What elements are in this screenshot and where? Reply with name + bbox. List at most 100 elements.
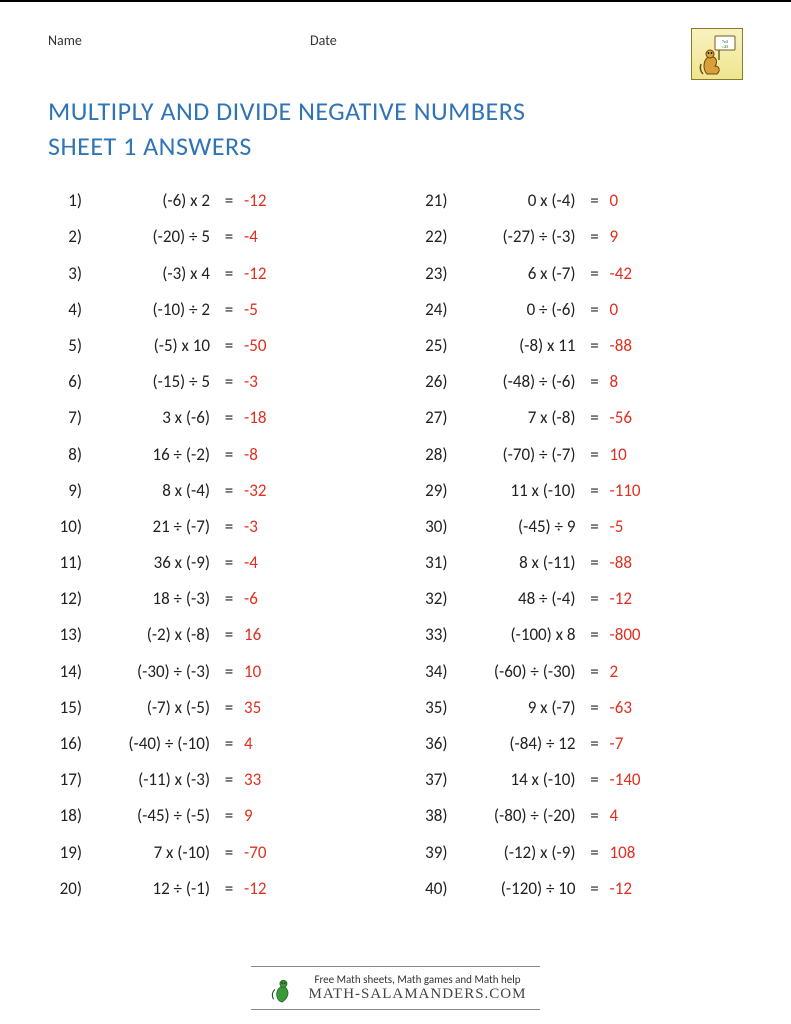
problem-row: 36)(-84) ÷ 12=-7	[414, 733, 744, 769]
problem-number: 28)	[414, 444, 454, 465]
salamander-logo-icon: 7x5 =35	[691, 28, 743, 80]
problems-column-right: 21)0 x (-4)=022)(-27) ÷ (-3)=923)6 x (-7…	[414, 190, 744, 914]
problem-answer: -6	[240, 588, 286, 609]
problem-row: 30)(-45) ÷ 9=-5	[414, 516, 744, 552]
equals-sign: =	[218, 733, 240, 754]
equals-sign: =	[218, 769, 240, 790]
problem-number: 8)	[48, 444, 88, 465]
equals-sign: =	[584, 733, 606, 754]
equals-sign: =	[584, 407, 606, 428]
problem-answer: 0	[606, 299, 652, 320]
problem-answer: 16	[240, 624, 286, 645]
problem-expression: (-15) ÷ 5	[88, 371, 218, 392]
equals-sign: =	[584, 552, 606, 573]
equals-sign: =	[584, 697, 606, 718]
equals-sign: =	[218, 480, 240, 501]
problem-row: 23)6 x (-7)=-42	[414, 263, 744, 299]
equals-sign: =	[584, 878, 606, 899]
problem-row: 24)0 ÷ (-6)=0	[414, 299, 744, 335]
problem-answer: -7	[606, 733, 652, 754]
problem-expression: 6 x (-7)	[454, 263, 584, 284]
footer-salamander-icon	[265, 971, 299, 1005]
problem-number: 7)	[48, 407, 88, 428]
equals-sign: =	[584, 769, 606, 790]
problem-row: 16)(-40) ÷ (-10)=4	[48, 733, 378, 769]
problem-number: 21)	[414, 190, 454, 211]
problem-answer: 9	[606, 226, 652, 247]
equals-sign: =	[584, 371, 606, 392]
problem-number: 36)	[414, 733, 454, 754]
problem-expression: (-30) ÷ (-3)	[88, 661, 218, 682]
footer-text: Free Math sheets, Math games and Math he…	[309, 973, 527, 1003]
problem-expression: (-45) ÷ 9	[454, 516, 584, 537]
problem-number: 16)	[48, 733, 88, 754]
problem-expression: (-27) ÷ (-3)	[454, 226, 584, 247]
problem-row: 5)(-5) x 10=-50	[48, 335, 378, 371]
problem-answer: -800	[606, 624, 652, 645]
title-line-2: SHEET 1 ANSWERS	[48, 130, 252, 162]
problem-answer: -18	[240, 407, 286, 428]
problem-row: 25)(-8) x 11=-88	[414, 335, 744, 371]
problem-expression: (-2) x (-8)	[88, 624, 218, 645]
problem-number: 38)	[414, 805, 454, 826]
equals-sign: =	[218, 661, 240, 682]
problem-answer: 4	[606, 805, 652, 826]
problem-row: 26)(-48) ÷ (-6)=8	[414, 371, 744, 407]
equals-sign: =	[584, 480, 606, 501]
problem-answer: -56	[606, 407, 652, 428]
problem-answer: -12	[240, 263, 286, 284]
problem-row: 40)(-120) ÷ 10=-12	[414, 878, 744, 914]
problem-number: 33)	[414, 624, 454, 645]
name-label: Name	[48, 32, 82, 49]
worksheet-title: MULTIPLY AND DIVIDE NEGATIVE NUMBERS SHE…	[48, 94, 743, 164]
problem-expression: (-3) x 4	[88, 263, 218, 284]
problem-expression: 11 x (-10)	[454, 480, 584, 501]
problem-expression: (-5) x 10	[88, 335, 218, 356]
problem-answer: -70	[240, 842, 286, 863]
problem-row: 18)(-45) ÷ (-5)=9	[48, 805, 378, 841]
problem-expression: (-48) ÷ (-6)	[454, 371, 584, 392]
equals-sign: =	[584, 516, 606, 537]
problem-expression: (-7) x (-5)	[88, 697, 218, 718]
equals-sign: =	[584, 661, 606, 682]
problem-expression: (-20) ÷ 5	[88, 226, 218, 247]
problem-row: 31)8 x (-11)=-88	[414, 552, 744, 588]
problem-number: 24)	[414, 299, 454, 320]
problem-number: 9)	[48, 480, 88, 501]
problem-number: 11)	[48, 552, 88, 573]
page-footer: Free Math sheets, Math games and Math he…	[0, 966, 791, 1010]
problem-answer: 0	[606, 190, 652, 211]
problem-answer: -3	[240, 371, 286, 392]
problem-expression: (-12) x (-9)	[454, 842, 584, 863]
problem-number: 19)	[48, 842, 88, 863]
problem-row: 38)(-80) ÷ (-20)=4	[414, 805, 744, 841]
problem-number: 35)	[414, 697, 454, 718]
problem-row: 2)(-20) ÷ 5=-4	[48, 226, 378, 262]
footer-site-name: MATH-SALAMANDERS.COM	[309, 986, 527, 1003]
problem-expression: 8 x (-4)	[88, 480, 218, 501]
problem-number: 14)	[48, 661, 88, 682]
equals-sign: =	[218, 444, 240, 465]
problem-row: 29)11 x (-10)=-110	[414, 480, 744, 516]
equals-sign: =	[218, 697, 240, 718]
problem-row: 10)21 ÷ (-7)=-3	[48, 516, 378, 552]
equals-sign: =	[584, 588, 606, 609]
problem-row: 28)(-70) ÷ (-7)=10	[414, 444, 744, 480]
problem-number: 20)	[48, 878, 88, 899]
header-row: Name Date 7x5 =35	[48, 32, 743, 86]
problem-row: 9)8 x (-4)=-32	[48, 480, 378, 516]
problem-answer: 108	[606, 842, 652, 863]
problem-answer: -88	[606, 552, 652, 573]
problem-row: 8)16 ÷ (-2)=-8	[48, 444, 378, 480]
title-line-1: MULTIPLY AND DIVIDE NEGATIVE NUMBERS	[48, 95, 525, 127]
problem-answer: 8	[606, 371, 652, 392]
equals-sign: =	[218, 226, 240, 247]
problem-expression: (-40) ÷ (-10)	[88, 733, 218, 754]
problem-answer: 10	[240, 661, 286, 682]
problem-expression: (-45) ÷ (-5)	[88, 805, 218, 826]
problem-expression: 7 x (-8)	[454, 407, 584, 428]
problem-answer: -12	[240, 190, 286, 211]
problem-answer: 10	[606, 444, 652, 465]
equals-sign: =	[584, 624, 606, 645]
problem-number: 27)	[414, 407, 454, 428]
